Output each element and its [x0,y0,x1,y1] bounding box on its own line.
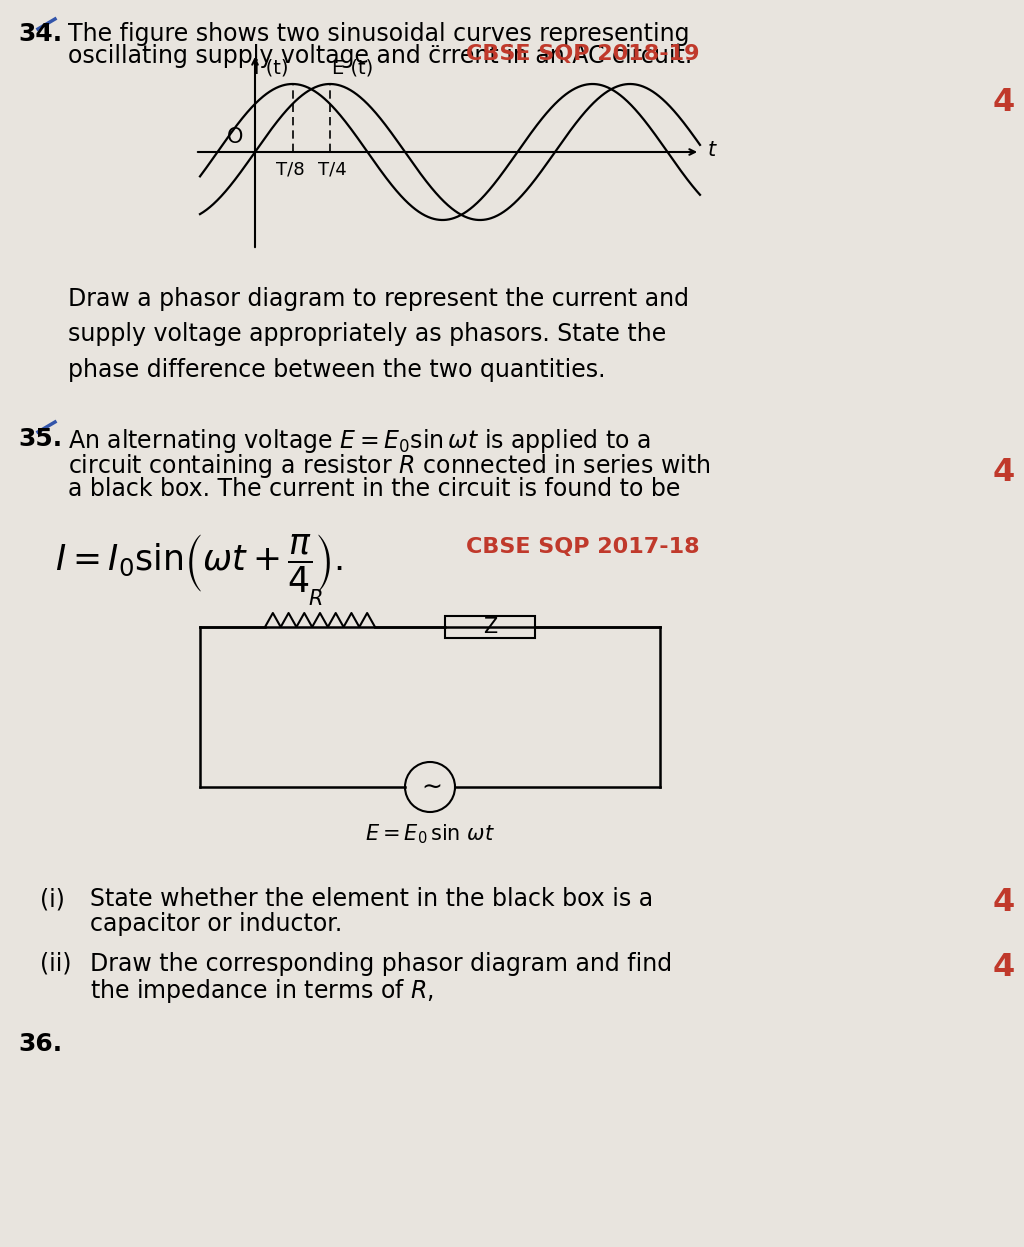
Text: 4: 4 [992,887,1015,918]
Text: oscillating supply voltage and c̈rrent in an AC circuit.: oscillating supply voltage and c̈rrent i… [68,44,692,69]
Bar [445,616,535,638]
Text: (i): (i) [40,887,65,912]
Text: State whether the element in the black box is a: State whether the element in the black b… [90,887,653,912]
Text: 4: 4 [992,951,1015,983]
Text: $E=E_0\,\sin\,\omega t$: $E=E_0\,\sin\,\omega t$ [365,822,496,845]
Text: Draw the corresponding phasor diagram and find: Draw the corresponding phasor diagram an… [90,951,672,976]
Text: $\sim$: $\sim$ [418,774,442,798]
Text: E (t): E (t) [332,59,374,79]
Text: 4: 4 [992,87,1015,118]
Text: Draw a phasor diagram to represent the current and
supply voltage appropriately : Draw a phasor diagram to represent the c… [68,287,689,382]
Text: 36.: 36. [18,1033,62,1056]
Text: Z: Z [483,617,497,637]
Text: The figure shows two sinusoidal curves representing: The figure shows two sinusoidal curves r… [68,22,689,46]
Text: capacitor or inductor.: capacitor or inductor. [90,912,342,936]
Text: t: t [708,140,716,160]
Text: circuit containing a resistor $R$ connected in series with: circuit containing a resistor $R$ connec… [68,451,711,480]
Text: 4: 4 [992,456,1015,488]
Text: An alternating voltage $E = E_0\sin\omega t$ is applied to a: An alternating voltage $E = E_0\sin\omeg… [68,426,650,455]
Text: the impedance in terms of $R,$: the impedance in terms of $R,$ [90,976,434,1005]
Text: T/8: T/8 [276,160,305,178]
Circle shape [406,762,455,812]
Text: O: O [226,127,243,147]
Text: 34.: 34. [18,22,62,46]
Text: CBSE SQP 2018-19: CBSE SQP 2018-19 [467,44,700,64]
Text: 35.: 35. [18,426,62,451]
Text: $R$: $R$ [308,589,323,609]
Text: (ii): (ii) [40,951,72,976]
Text: CBSE SQP 2017-18: CBSE SQP 2017-18 [466,537,700,557]
Text: a black box. The current in the circuit is found to be: a black box. The current in the circuit … [68,478,680,501]
Text: T/4: T/4 [317,160,346,178]
Text: i (t): i (t) [254,59,289,79]
Text: $I = I_0\sin\!\left(\omega t + \dfrac{\pi}{4}\right).$: $I = I_0\sin\!\left(\omega t + \dfrac{\p… [55,532,343,594]
